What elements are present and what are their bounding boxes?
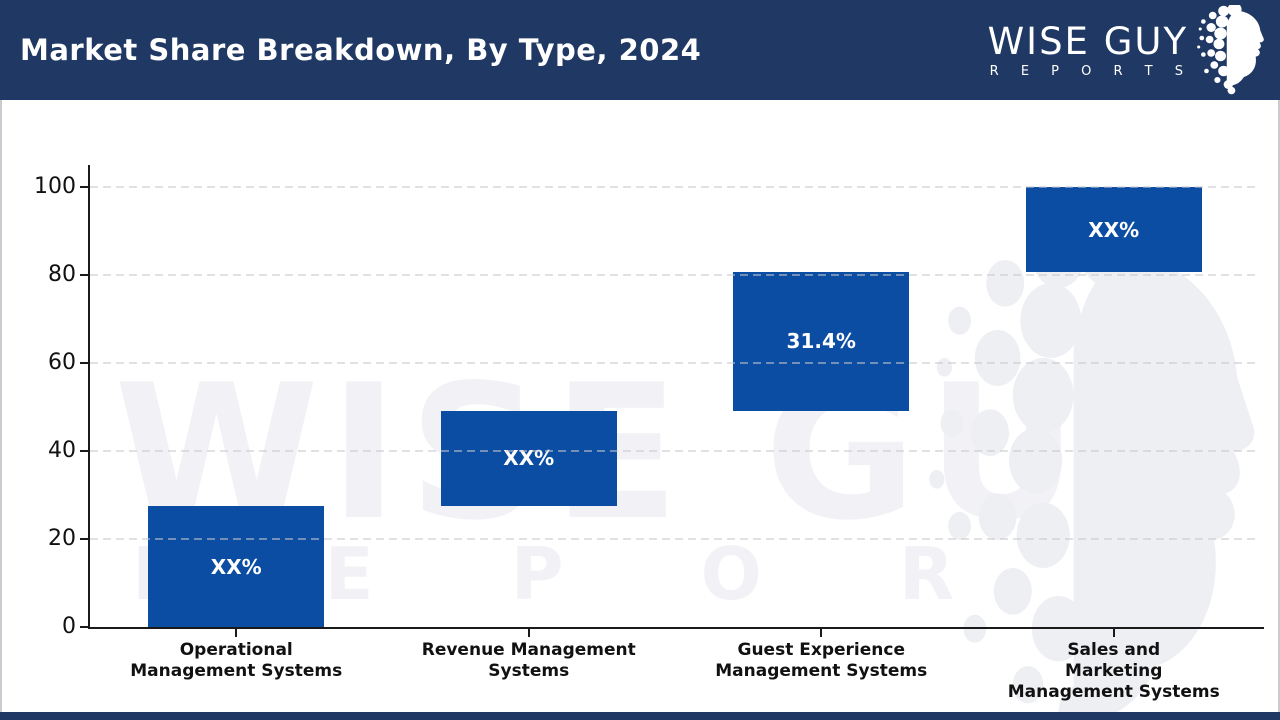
category-label-line: Management Systems bbox=[1007, 682, 1220, 702]
y-tick bbox=[80, 186, 88, 188]
category-label-line: Revenue Management bbox=[421, 640, 636, 660]
category-label-line: Sales and bbox=[1067, 640, 1161, 660]
gridline bbox=[90, 450, 1260, 452]
bar-value-label: XX% bbox=[1088, 217, 1140, 242]
category-label: Guest Experience Management Systems bbox=[691, 640, 951, 682]
bar: XX% bbox=[1025, 187, 1202, 273]
x-tick bbox=[820, 629, 823, 637]
gridline bbox=[90, 274, 1260, 276]
brand-name: WISE GUY bbox=[987, 19, 1189, 63]
category-label-line: Marketing bbox=[1065, 661, 1163, 681]
y-tick bbox=[80, 538, 88, 540]
category-label-line: Guest Experience bbox=[737, 640, 905, 660]
gridline bbox=[90, 362, 1260, 364]
y-tick bbox=[80, 362, 88, 364]
x-tick bbox=[527, 629, 530, 637]
category-label-line: Management Systems bbox=[715, 661, 928, 681]
y-tick bbox=[80, 626, 88, 628]
category-label-line: Management Systems bbox=[130, 661, 343, 681]
bar: XX% bbox=[440, 410, 617, 507]
gridline bbox=[90, 538, 1260, 540]
y-tick-label: 0 bbox=[62, 614, 76, 639]
header-bar: Market Share Breakdown, By Type, 2024 WI… bbox=[0, 0, 1280, 100]
category-label: Revenue Management Systems bbox=[399, 640, 659, 682]
bar-value-label: 31.4% bbox=[786, 329, 856, 354]
brand-logo-text: WISE GUY R E P O R T S bbox=[984, 19, 1192, 79]
brand-head-icon bbox=[1197, 5, 1264, 95]
y-tick-label: 40 bbox=[48, 438, 76, 463]
category-label: Operational Management Systems bbox=[106, 640, 366, 682]
category-label-line: Systems bbox=[488, 661, 570, 681]
bar-value-label: XX% bbox=[210, 554, 262, 579]
y-tick-label: 60 bbox=[48, 350, 76, 375]
category-label-line: Operational bbox=[179, 640, 293, 660]
y-tick bbox=[80, 274, 88, 276]
brand-logo: WISE GUY R E P O R T S bbox=[984, 4, 1272, 96]
page-title: Market Share Breakdown, By Type, 2024 bbox=[20, 33, 702, 67]
y-tick-label: 100 bbox=[34, 174, 76, 199]
bar: XX% bbox=[148, 506, 325, 627]
watermark-head-icon bbox=[929, 218, 1255, 712]
x-tick bbox=[235, 629, 238, 637]
chart-area: WISE GUY R E P O R T S XX% XX% 31.4% XX% 0 20… bbox=[0, 100, 1280, 712]
y-tick bbox=[80, 450, 88, 452]
x-tick bbox=[1112, 629, 1115, 637]
category-label: Sales and Marketing Management Systems bbox=[984, 640, 1244, 703]
y-tick-label: 20 bbox=[48, 526, 76, 551]
gridline bbox=[90, 186, 1260, 188]
y-axis-line bbox=[88, 165, 90, 629]
brand-subtitle: R E P O R T S bbox=[989, 63, 1192, 79]
footer-bar bbox=[0, 712, 1280, 720]
x-axis-line bbox=[88, 627, 1264, 629]
bar: 31.4% bbox=[733, 272, 910, 411]
y-tick-label: 80 bbox=[48, 262, 76, 287]
